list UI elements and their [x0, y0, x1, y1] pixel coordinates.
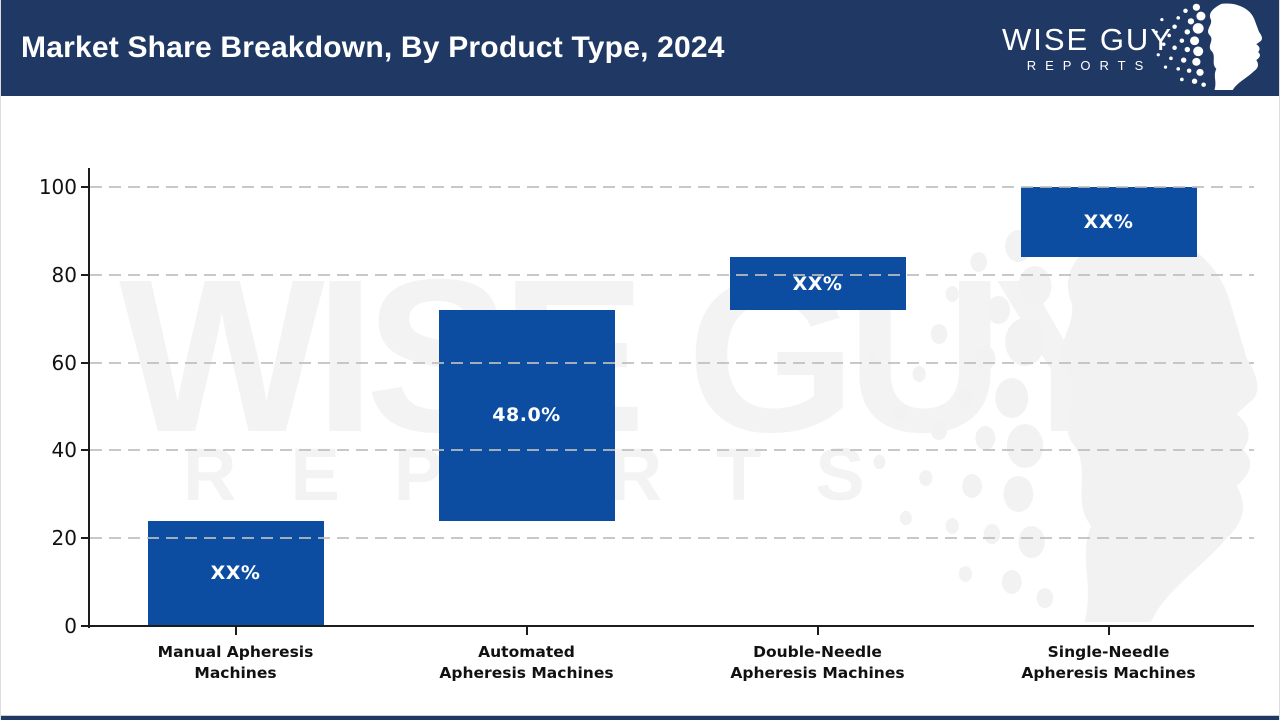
x-tick-mark	[525, 627, 528, 635]
gridline	[90, 537, 1254, 540]
gridline	[90, 186, 1254, 188]
category-label: Single-Needle Apheresis Machines	[1021, 643, 1196, 682]
brand-logo: WISE GUY REPORTS	[1001, 3, 1269, 90]
bar-value-label: XX%	[210, 562, 261, 585]
bar-value-label: 48.0%	[492, 404, 561, 427]
y-tick-label: 80	[51, 262, 77, 287]
x-tick-mark	[1107, 627, 1110, 635]
y-tick-mark	[81, 449, 88, 452]
y-tick-label: 40	[51, 438, 77, 463]
dotted-face-profile-icon	[1155, 3, 1262, 90]
category-label: Manual Apheresis Machines	[157, 643, 314, 682]
watermark-face-icon	[867, 228, 1258, 622]
y-tick-mark	[81, 186, 88, 188]
gridline	[90, 361, 1254, 364]
y-axis-line	[88, 168, 90, 628]
gridline	[90, 273, 1254, 276]
bar-4	[1020, 187, 1197, 258]
footer-strip	[1, 715, 1279, 720]
y-tick-label: 20	[51, 526, 77, 551]
page-title: Market Share Breakdown, By Product Type,…	[21, 31, 725, 64]
y-tick-mark	[81, 273, 88, 276]
y-tick-label: 100	[38, 175, 77, 199]
bar-2	[438, 309, 615, 521]
logo-subtitle: REPORTS	[1026, 57, 1153, 73]
bar-3	[729, 257, 906, 310]
bar-value-label: XX%	[1083, 211, 1134, 234]
bar-value-label: XX%	[792, 272, 843, 295]
y-tick-label: 0	[64, 614, 77, 638]
y-tick-label: 60	[51, 350, 77, 375]
category-label: Double-Needle Apheresis Machines	[730, 643, 905, 682]
y-tick-mark	[81, 361, 88, 364]
category-label: Automated Apheresis Machines	[439, 643, 614, 682]
header-bar: Market Share Breakdown, By Product Type,…	[1, 0, 1279, 96]
gridline	[90, 449, 1254, 452]
y-tick-mark	[81, 537, 88, 540]
x-tick-mark	[234, 627, 237, 635]
y-tick-mark	[81, 625, 88, 627]
logo-wordmark: WISE GUY	[1001, 21, 1173, 57]
x-axis-line	[88, 625, 1254, 627]
x-tick-mark	[816, 627, 819, 635]
watermark-wordmark: WISE GUY	[119, 235, 1139, 478]
